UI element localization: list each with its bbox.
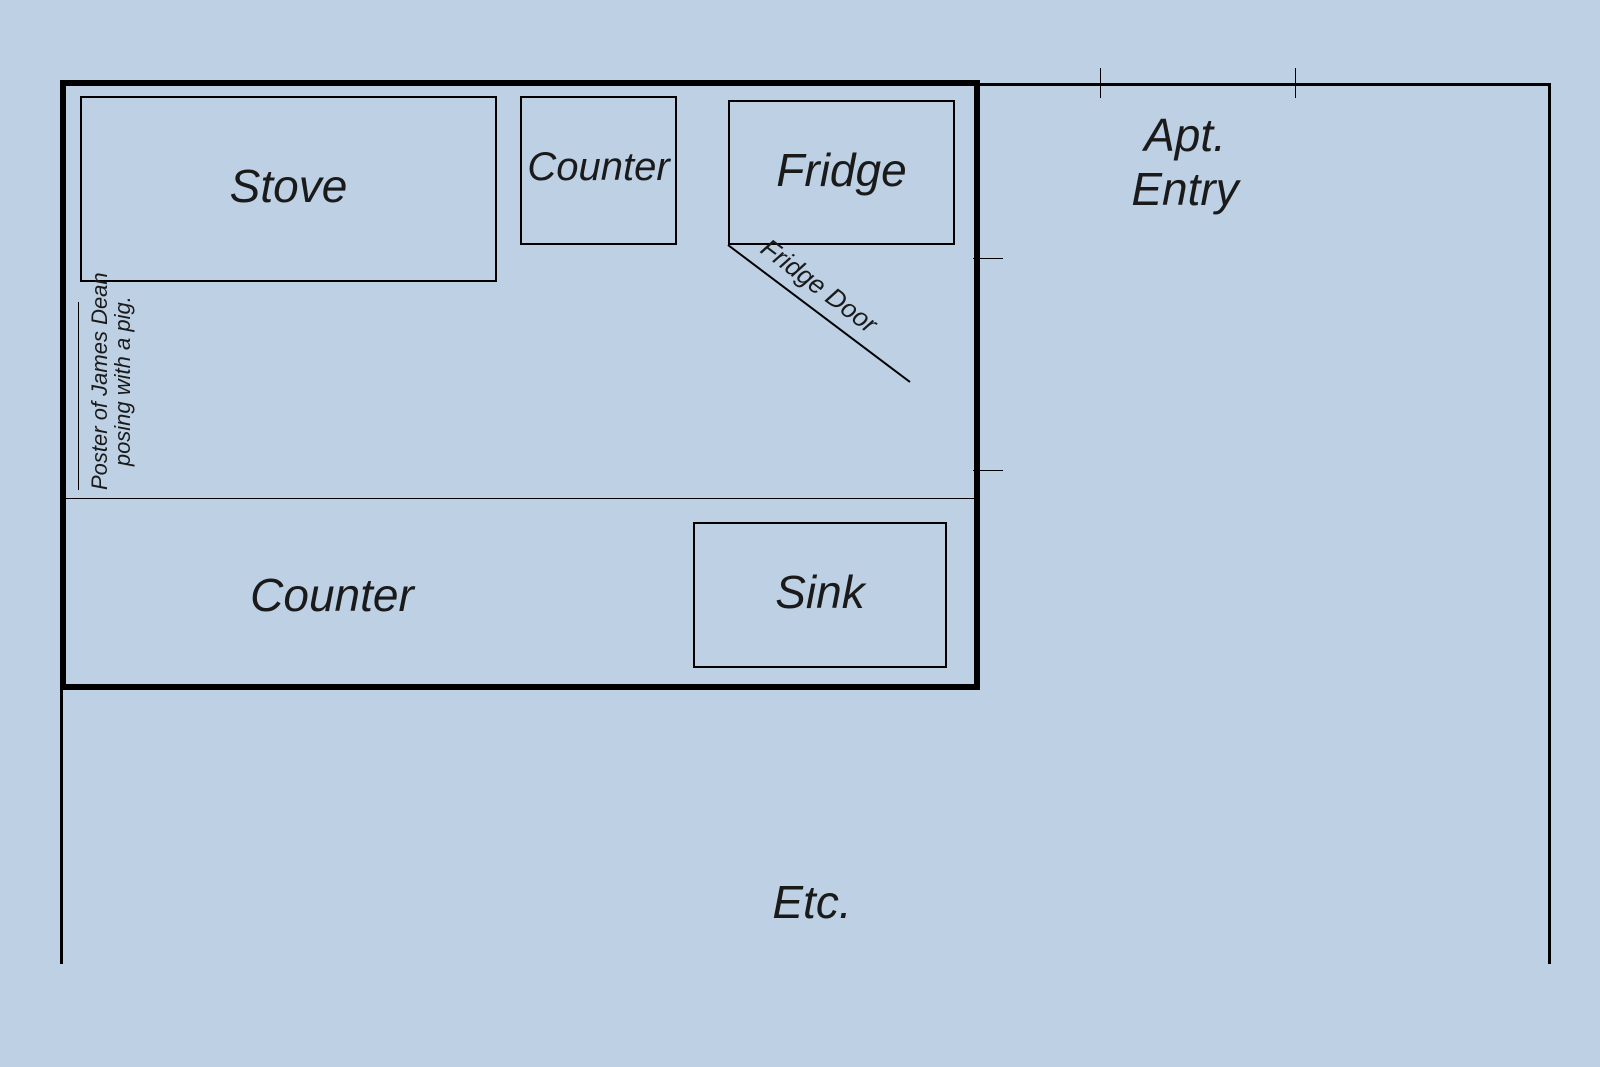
poster-line bbox=[78, 302, 79, 490]
apt-entry-label: Apt. Entry bbox=[1065, 108, 1305, 217]
etc-label: Etc. bbox=[732, 875, 892, 929]
counter-bottom-label: Counter bbox=[212, 568, 452, 622]
sink-label: Sink bbox=[693, 565, 947, 619]
poster-label: Poster of James Dean posing with a pig. bbox=[88, 272, 134, 490]
